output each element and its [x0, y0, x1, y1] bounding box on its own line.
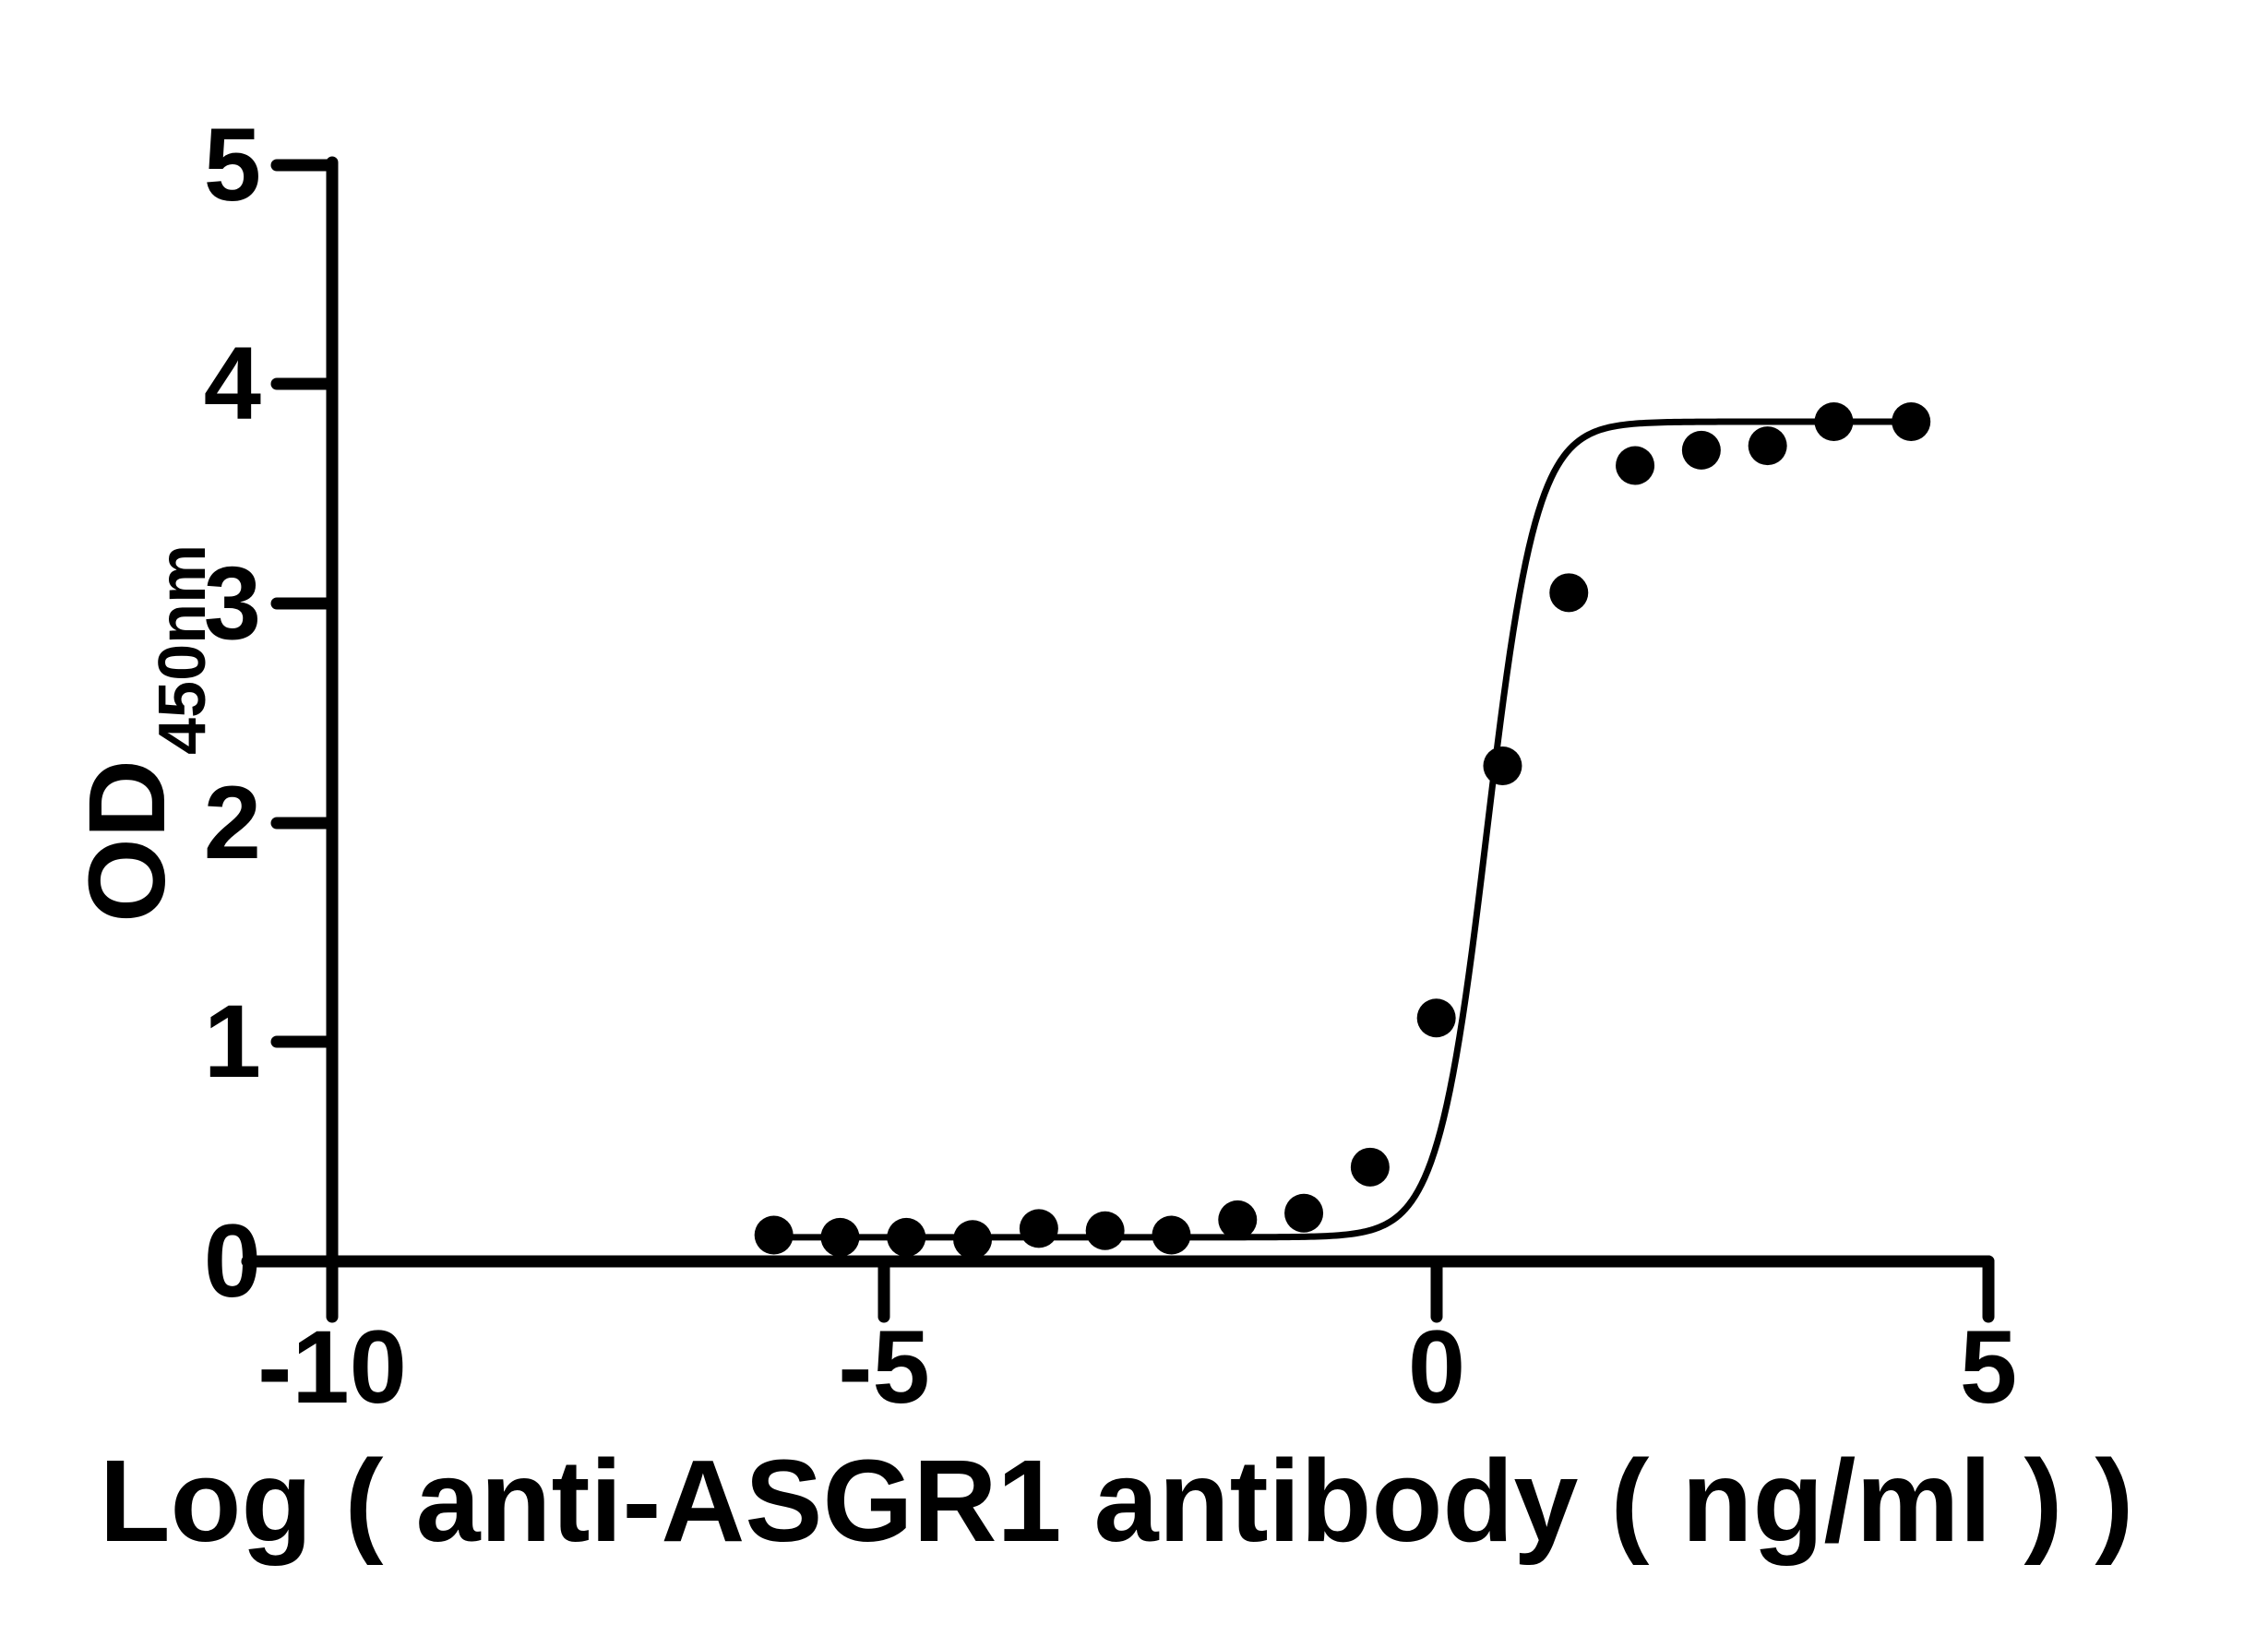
y-axis-label-main: OD — [66, 759, 188, 923]
data-point — [820, 1217, 860, 1257]
data-point — [1416, 998, 1456, 1038]
data-point — [1814, 401, 1854, 441]
data-point — [1350, 1147, 1390, 1187]
y-tick-label-1: 1 — [204, 984, 261, 1099]
data-point — [1549, 573, 1589, 613]
x-tick-label-5: 5 — [1960, 1309, 2017, 1425]
y-axis-ticks — [270, 159, 339, 1268]
data-point — [754, 1215, 794, 1255]
y-tick-label-4: 4 — [204, 326, 261, 441]
data-point — [1085, 1211, 1125, 1250]
data-point — [1483, 746, 1522, 786]
data-point — [1748, 426, 1787, 466]
x-axis-tick-labels: -10 -5 0 5 — [257, 1309, 2017, 1425]
data-point — [1152, 1215, 1191, 1255]
data-point — [1892, 401, 1931, 441]
data-point — [1218, 1200, 1258, 1239]
data-point — [1019, 1209, 1058, 1248]
data-point-group — [754, 401, 1931, 1260]
x-axis-ticks — [326, 1255, 1995, 1323]
y-tick-label-0: 0 — [204, 1203, 261, 1319]
x-tick-label-minus5: -5 — [838, 1309, 930, 1425]
data-point — [887, 1217, 926, 1257]
data-point — [1681, 430, 1721, 470]
y-tick-label-5: 5 — [204, 107, 261, 222]
x-tick-label-minus10: -10 — [257, 1309, 407, 1425]
data-point — [953, 1220, 993, 1260]
data-point — [1284, 1193, 1324, 1233]
x-tick-label-0: 0 — [1408, 1309, 1465, 1425]
y-tick-label-3: 3 — [204, 545, 261, 661]
y-tick-label-2: 2 — [204, 765, 261, 880]
y-axis-label-subscript: 450nm — [146, 544, 220, 755]
y-axis-tick-labels: 0 1 2 3 4 5 — [204, 107, 261, 1319]
sigmoid-fit-curve — [770, 418, 1915, 1241]
x-axis-label: Log ( anti-ASGR1 antibody ( ng/ml ) ) — [100, 1436, 2134, 1566]
data-point — [1616, 446, 1655, 485]
y-axis-label: OD 450nm — [66, 544, 220, 923]
